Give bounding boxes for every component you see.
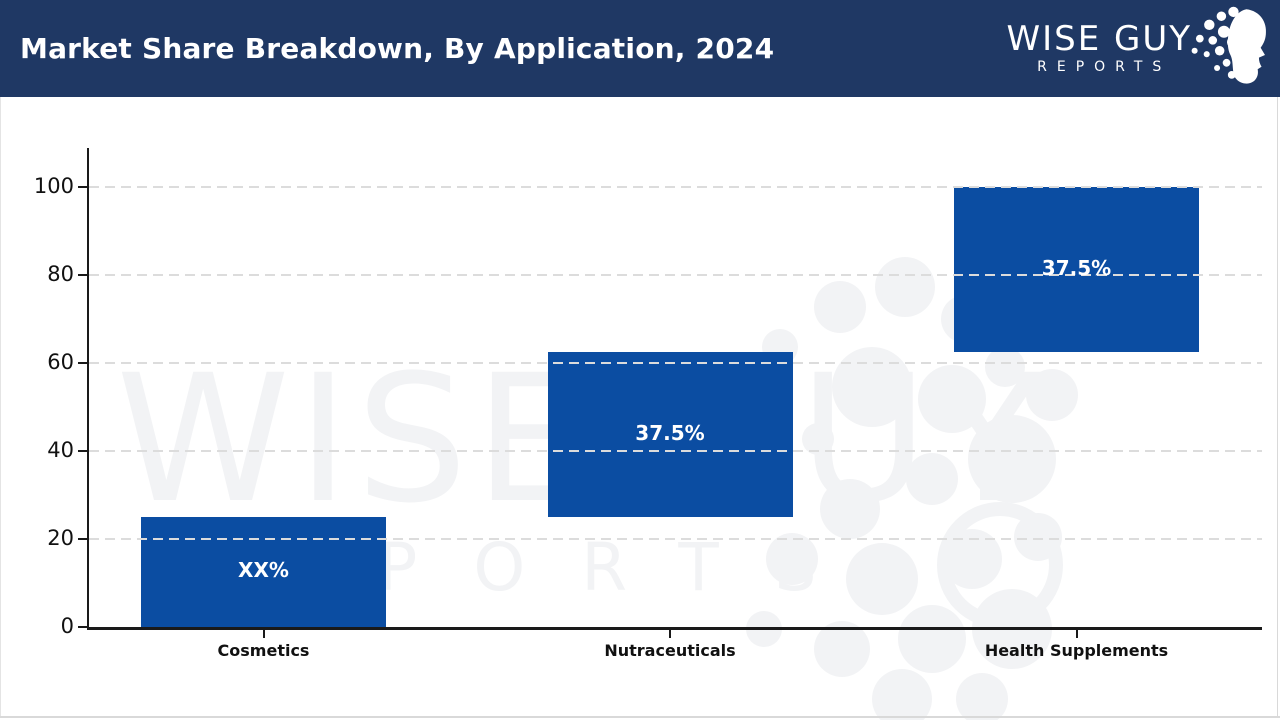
x-axis-tick [1075,630,1078,638]
y-axis-tick-label: 100 [33,174,74,198]
gridline-40 [89,450,1262,452]
y-axis-tick [78,362,87,364]
page-border-right [1277,97,1278,718]
x-axis-category-label: Health Supplements [984,641,1169,660]
bar-value-label: XX% [238,558,289,582]
brand-subname: REPORTS [1037,59,1172,76]
gridline-60 [89,362,1262,364]
y-axis-tick-label: 60 [47,350,74,374]
y-axis-tick-label: 40 [47,438,74,462]
x-axis-tick [669,630,671,638]
y-axis-tick-label: 80 [47,262,74,286]
gridline-100 [89,186,1262,188]
y-axis-tick-label: 20 [47,526,74,550]
gridline-20 [89,538,1262,540]
bar-value-label: 37.5% [635,420,705,445]
page-title: Market Share Breakdown, By Application, … [20,32,775,65]
x-axis-line [87,627,1262,630]
brand-name: WISE GUY [1006,18,1192,59]
y-axis-tick-label: 0 [60,614,74,638]
chart-area: WISE GUY REPORTS XX% 37.5% 37.5% 0 20 40 60 80 1… [0,97,1280,720]
y-axis-tick [78,626,87,628]
x-axis-tick [262,630,265,638]
y-axis-line [87,148,89,630]
page-border-bottom [0,716,1280,718]
dotted-head-profile-watermark [740,257,1078,720]
x-axis-category-label: Cosmetics [217,641,310,660]
bar-nutraceuticals [547,352,793,517]
y-axis-tick [78,538,87,540]
y-axis-tick [78,274,87,276]
x-axis-category-label: Nutraceuticals [604,641,736,660]
y-axis-tick [78,450,87,452]
page-border-left [0,97,1,718]
header: Market Share Breakdown, By Application, … [0,0,1280,97]
bar-value-label: 37.5% [1041,255,1112,280]
bar-health-supplements [954,187,1199,352]
bar-cosmetics [141,517,386,627]
gridline-80 [89,274,1262,276]
brand-logo-text: WISE GUY REPORTS [1006,18,1192,76]
dotted-head-profile-icon [1191,6,1266,84]
y-axis-tick [78,186,87,188]
brand-logo: WISE GUY REPORTS [1006,3,1280,95]
